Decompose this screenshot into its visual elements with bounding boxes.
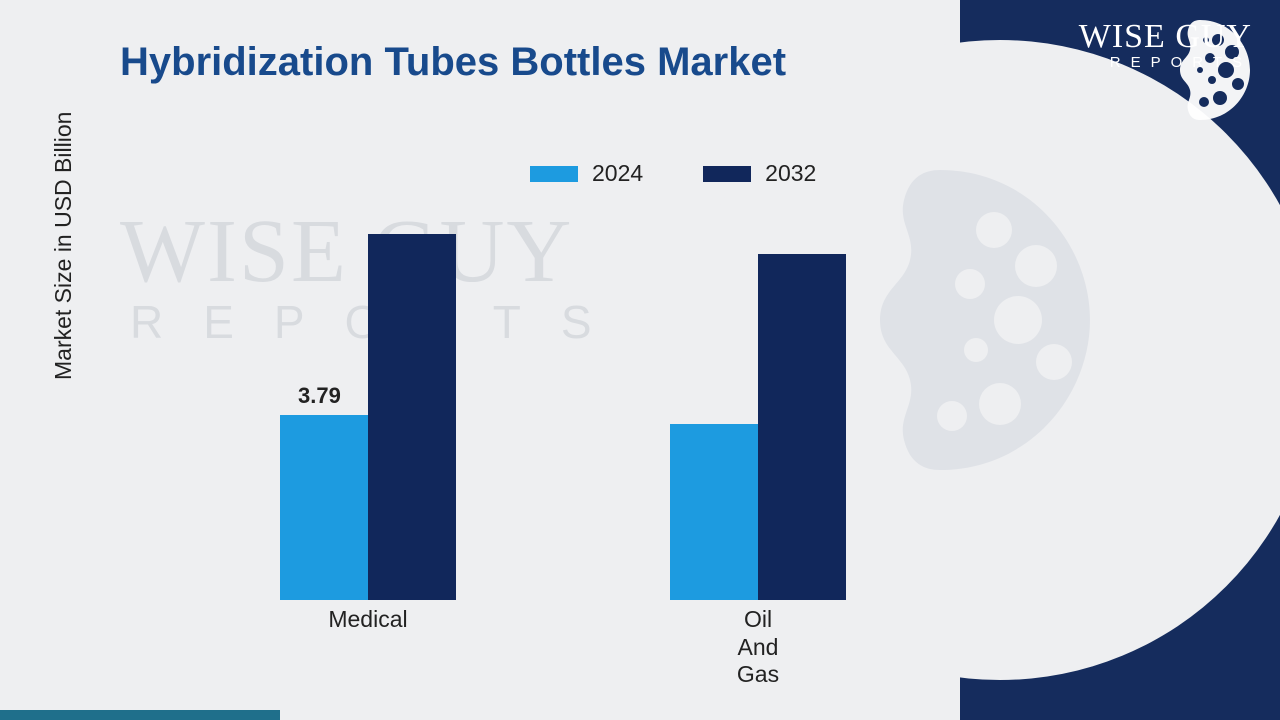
- bar-group: [280, 234, 456, 600]
- infographic-canvas: WISE GUY REPORTS Hybridization Tubes Bot…: [0, 0, 1280, 720]
- bottom-accent-strip: [0, 710, 280, 720]
- legend-label-2032: 2032: [765, 160, 816, 187]
- bar-group: [670, 254, 846, 600]
- legend-swatch-2032: [703, 166, 751, 182]
- y-axis-label: Market Size in USD Billion: [50, 112, 77, 380]
- chart-title: Hybridization Tubes Bottles Market: [120, 40, 786, 85]
- plot-area: 3.79: [160, 210, 940, 600]
- category-label: Medical: [278, 606, 458, 634]
- category-label: OilAndGas: [668, 606, 848, 689]
- bar: [758, 254, 846, 600]
- bar: [368, 234, 456, 600]
- brand-logo-text: WISE GUY REPORTS: [1079, 18, 1252, 71]
- bar: [670, 424, 758, 600]
- legend-item-2032: 2032: [703, 160, 816, 187]
- bar-value-label: 3.79: [298, 383, 341, 409]
- legend-swatch-2024: [530, 166, 578, 182]
- brand-line-1: WISE GUY: [1079, 18, 1252, 56]
- legend-label-2024: 2024: [592, 160, 643, 187]
- legend-item-2024: 2024: [530, 160, 643, 187]
- brand-line-2: REPORTS: [1079, 54, 1252, 71]
- chart-legend: 2024 2032: [530, 160, 816, 187]
- bar: [280, 415, 368, 600]
- bar-chart: Market Size in USD Billion 2024 2032 3.7…: [60, 150, 940, 680]
